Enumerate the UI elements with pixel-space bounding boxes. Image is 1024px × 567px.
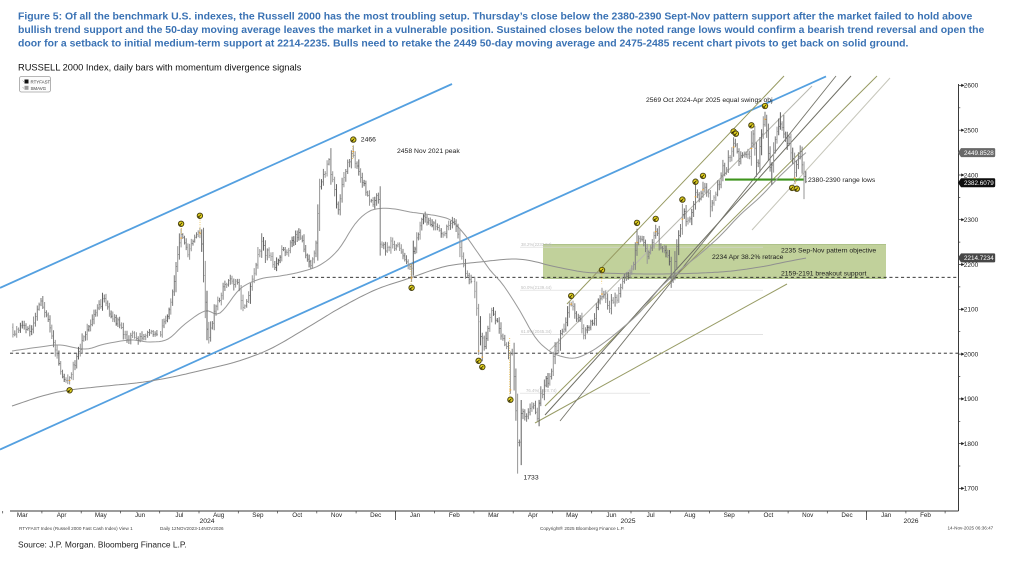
svg-text:2214.7234: 2214.7234 <box>964 255 994 262</box>
svg-text:38.2%(2233.54): 38.2%(2233.54) <box>521 242 552 247</box>
svg-text:May: May <box>95 512 108 519</box>
svg-text:RUSSELL 2000 Index, daily bars: RUSSELL 2000 Index, daily bars with mome… <box>18 63 302 73</box>
svg-text:2382.6079: 2382.6079 <box>964 180 994 187</box>
svg-text:Daily 12NOV2023-14NOV2026: Daily 12NOV2023-14NOV2026 <box>160 526 224 531</box>
svg-text:SMAVG: SMAVG <box>31 86 47 91</box>
svg-text:Nov: Nov <box>331 512 343 519</box>
svg-text:2449.8528: 2449.8528 <box>964 150 994 157</box>
svg-text:Jun: Jun <box>606 512 617 519</box>
svg-text:May: May <box>566 512 579 519</box>
svg-text:Aug: Aug <box>684 512 696 519</box>
svg-text:2200: 2200 <box>964 262 979 269</box>
svg-text:2000: 2000 <box>964 351 979 358</box>
svg-text:Feb: Feb <box>449 512 460 519</box>
svg-text:2380-2390 range lows: 2380-2390 range lows <box>808 177 876 184</box>
svg-text:Nov: Nov <box>802 512 814 519</box>
svg-text:1800: 1800 <box>964 441 979 448</box>
svg-text:Jan: Jan <box>881 512 892 519</box>
svg-text:Dec: Dec <box>370 512 381 519</box>
svg-text:Apr: Apr <box>528 512 538 519</box>
svg-text:2458 Nov 2021 peak: 2458 Nov 2021 peak <box>397 148 460 155</box>
svg-text:RTYFAST Index (Russell 2000 Fa: RTYFAST Index (Russell 2000 Fast Cash In… <box>19 526 133 531</box>
svg-text:Copyright® 2025 Bloomberg Fina: Copyright® 2025 Bloomberg Finance L.P. <box>540 525 625 531</box>
svg-text:2024: 2024 <box>199 518 214 525</box>
svg-text:14-Nov-2025 06:36:47: 14-Nov-2025 06:36:47 <box>948 526 994 531</box>
svg-text:2026: 2026 <box>903 518 918 525</box>
svg-text:Jan: Jan <box>410 512 421 519</box>
svg-text:2300: 2300 <box>964 217 979 224</box>
svg-text:2159-2191 breakout support: 2159-2191 breakout support <box>781 271 867 278</box>
svg-text:Dec: Dec <box>841 512 852 519</box>
svg-text:76.4%(1928.74): 76.4%(1928.74) <box>526 388 557 393</box>
svg-text:Jul: Jul <box>647 512 655 519</box>
svg-text:Mar: Mar <box>488 512 499 519</box>
svg-text:2500: 2500 <box>964 128 979 135</box>
svg-text:2569 Oct 2024-Apr 2025 equal s: 2569 Oct 2024-Apr 2025 equal swings obj <box>646 97 773 104</box>
svg-text:2600: 2600 <box>964 83 979 90</box>
svg-text:Oct: Oct <box>764 512 774 519</box>
svg-text:Jul: Jul <box>175 512 183 519</box>
svg-text:2466: 2466 <box>361 137 376 144</box>
svg-text:bullish trend support and the: bullish trend support and the 50-day mov… <box>18 25 984 36</box>
svg-text:Figure 5: Of all the benchmark: Figure 5: Of all the benchmark U.S. inde… <box>18 12 972 23</box>
svg-text:RTYFAST: RTYFAST <box>31 80 51 85</box>
svg-text:Sep: Sep <box>724 512 736 519</box>
svg-text:2025: 2025 <box>620 518 635 525</box>
svg-text:Jun: Jun <box>135 512 146 519</box>
svg-text:Apr: Apr <box>57 512 67 519</box>
svg-text:61.8%(2045.34): 61.8%(2045.34) <box>521 329 552 334</box>
svg-text:door for a setback to initial: door for a setback to initial medium-ter… <box>18 39 908 50</box>
svg-text:Sep: Sep <box>252 512 264 519</box>
svg-text:50.0%(2139.44): 50.0%(2139.44) <box>521 285 552 290</box>
svg-text:Oct: Oct <box>292 512 302 519</box>
svg-text:Feb: Feb <box>920 512 931 519</box>
svg-text:Source: J.P. Morgan. Bloomberg: Source: J.P. Morgan. Bloomberg Finance L… <box>18 540 187 550</box>
svg-text:Mar: Mar <box>17 512 28 519</box>
svg-text:1700: 1700 <box>964 486 979 493</box>
svg-text:2100: 2100 <box>964 307 979 314</box>
svg-text:Aug: Aug <box>213 512 225 519</box>
svg-text:1900: 1900 <box>964 396 979 403</box>
svg-text:1733: 1733 <box>524 475 539 482</box>
svg-text:2235 Sep-Nov pattern objective: 2235 Sep-Nov pattern objective <box>781 247 876 254</box>
svg-text:2234 Apr 38.2% retrace: 2234 Apr 38.2% retrace <box>712 254 784 261</box>
svg-text:2400: 2400 <box>964 172 979 179</box>
